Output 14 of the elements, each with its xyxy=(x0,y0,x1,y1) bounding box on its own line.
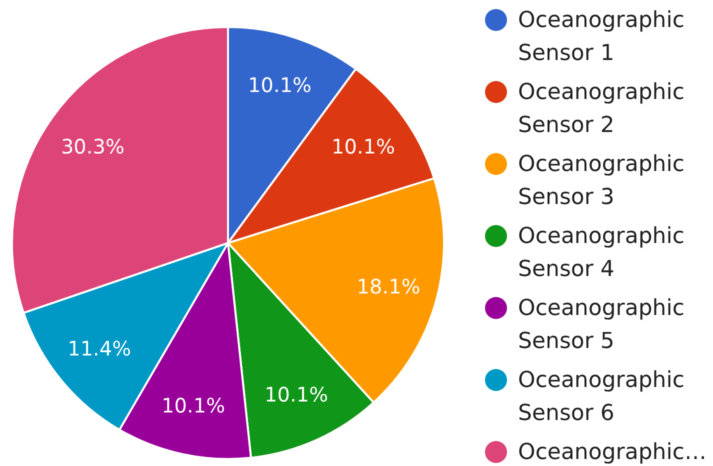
data-label: 10.1% xyxy=(248,72,312,97)
legend-label: Oceanographic… xyxy=(518,440,706,464)
data-label: 10.1% xyxy=(332,134,396,158)
data-label: 18.1% xyxy=(356,274,420,298)
legend-label: Oceanographic Sensor 5 xyxy=(518,296,684,354)
legend-label: Oceanographic Sensor 6 xyxy=(518,368,684,426)
data-label: 11.4% xyxy=(68,336,132,360)
data-label: 10.1% xyxy=(264,382,328,407)
legend-label: Oceanographic Sensor 2 xyxy=(518,80,684,138)
legend-label: Oceanographic Sensor 3 xyxy=(518,152,684,210)
data-label: 10.1% xyxy=(162,394,226,418)
legend-label: Oceanographic Sensor 1 xyxy=(518,8,684,66)
legend-label: Oceanographic Sensor 4 xyxy=(518,224,684,282)
data-label: 30.3% xyxy=(60,134,124,158)
